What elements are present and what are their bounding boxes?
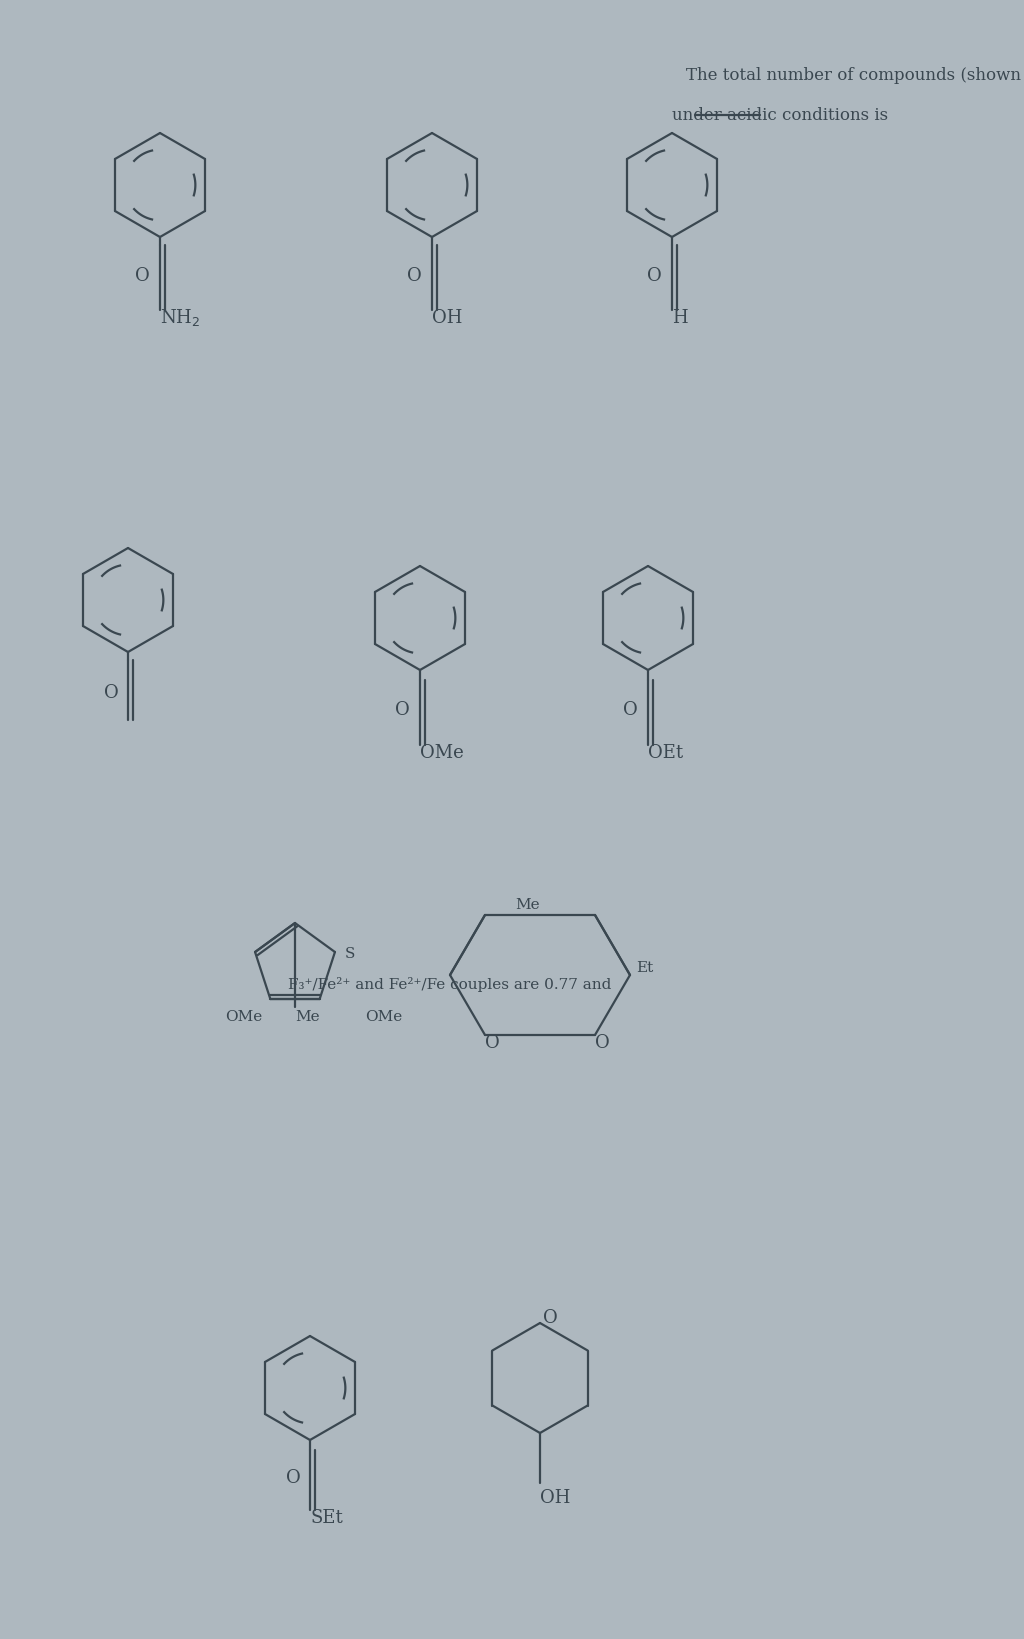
Text: The total number of compounds (shown below) that form phenylhydrazone derivative: The total number of compounds (shown bel…: [686, 67, 1024, 84]
Text: OMe: OMe: [420, 744, 464, 762]
Text: F₃⁺/Fe²⁺ and Fe²⁺/Fe couples are 0.77 and: F₃⁺/Fe²⁺ and Fe²⁺/Fe couples are 0.77 an…: [289, 977, 611, 993]
Text: S: S: [345, 947, 355, 960]
Text: OH: OH: [432, 310, 463, 328]
Text: OH: OH: [540, 1488, 570, 1506]
Text: O: O: [544, 1310, 558, 1328]
Text: O: O: [623, 701, 637, 720]
Text: O: O: [286, 1469, 300, 1487]
Text: SEt: SEt: [310, 1510, 343, 1528]
Text: O: O: [407, 267, 421, 285]
Text: NH$_2$: NH$_2$: [160, 308, 201, 328]
Text: OMe: OMe: [365, 1010, 402, 1024]
Text: O: O: [103, 683, 119, 701]
Text: under acidic conditions is: under acidic conditions is: [672, 107, 888, 123]
Text: Me: Me: [515, 898, 540, 911]
Text: O: O: [485, 1034, 500, 1052]
Text: O: O: [595, 1034, 609, 1052]
Text: O: O: [646, 267, 662, 285]
Text: O: O: [134, 267, 150, 285]
Text: H: H: [672, 310, 688, 328]
Text: O: O: [394, 701, 410, 720]
Text: Et: Et: [636, 960, 653, 975]
Text: Me: Me: [295, 1010, 319, 1024]
Text: OEt: OEt: [648, 744, 683, 762]
Text: OMe: OMe: [225, 1010, 262, 1024]
